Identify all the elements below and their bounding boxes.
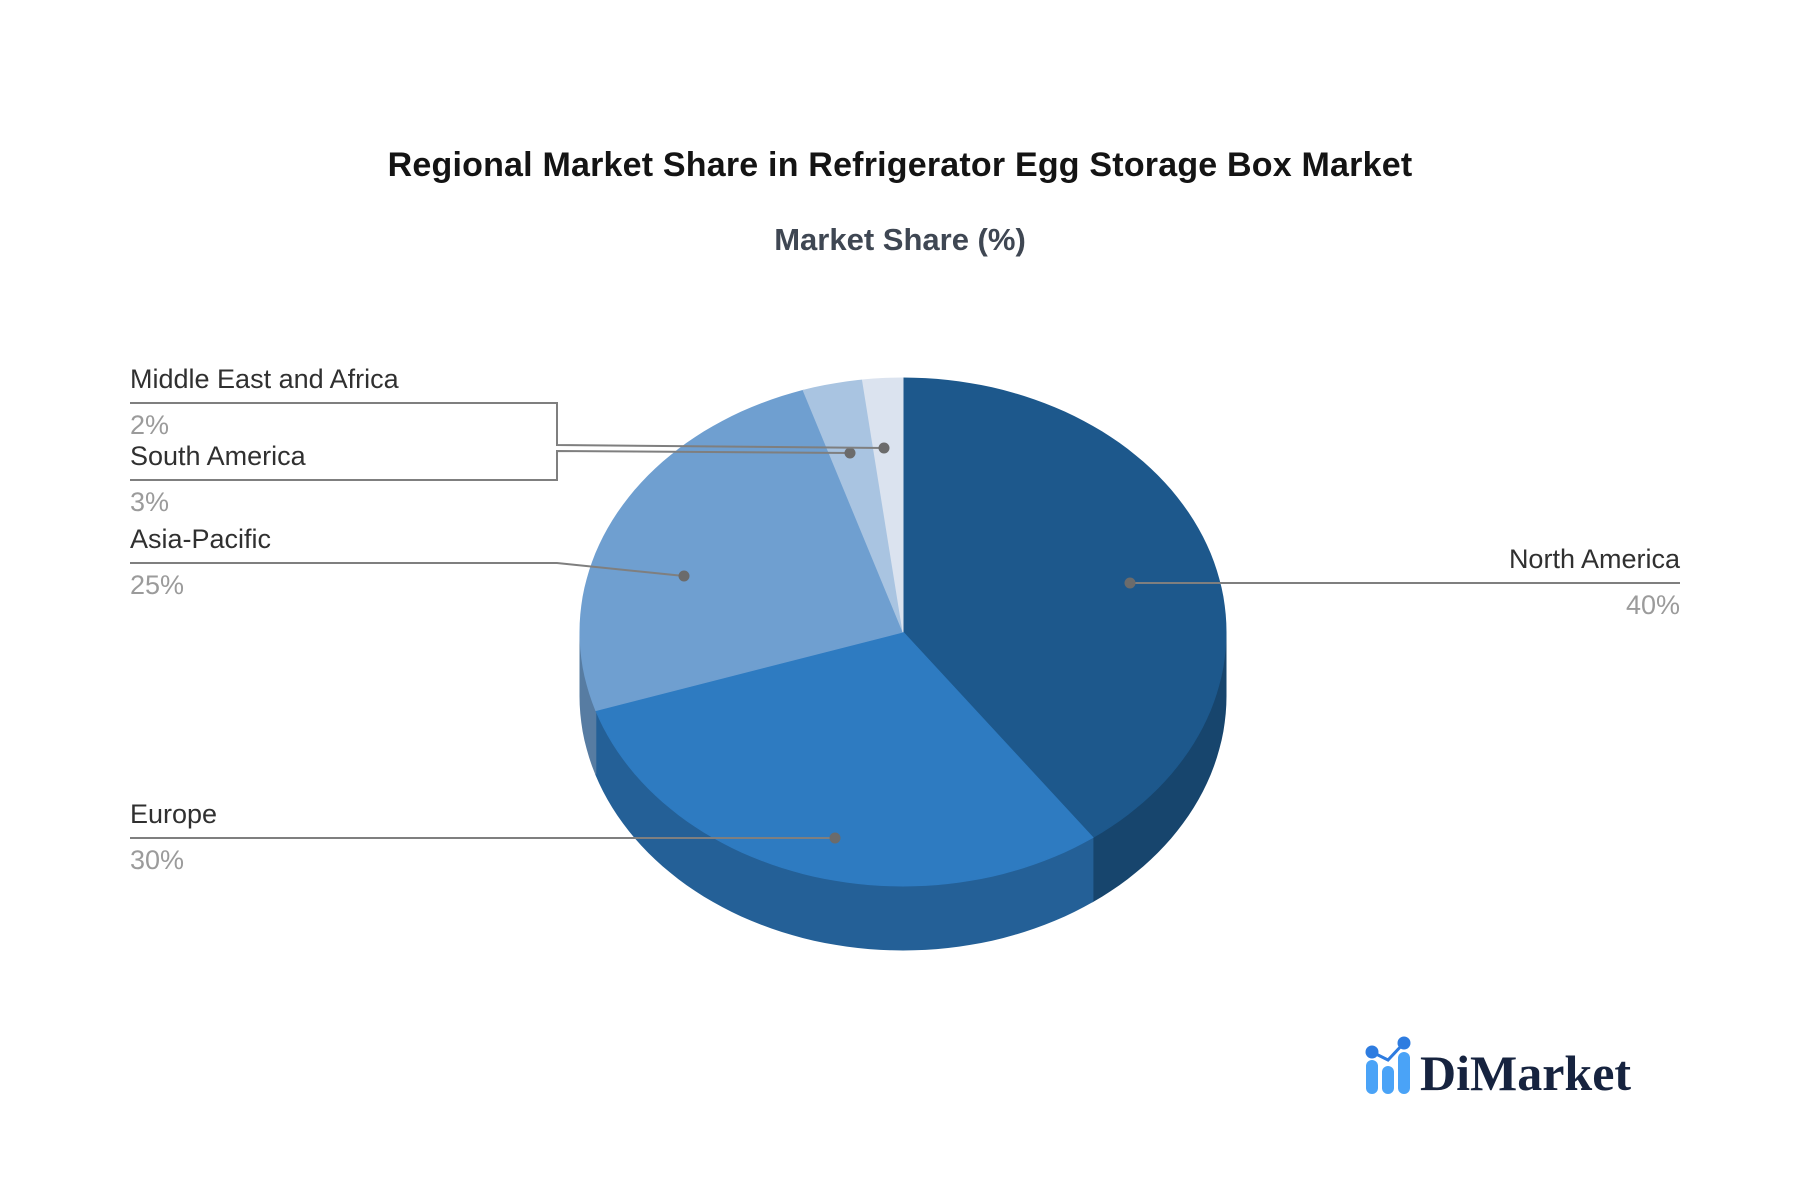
leader-line-asia-pacific: [130, 562, 685, 577]
leader-dot: [1124, 577, 1136, 589]
leader-line-south-america: [130, 449, 851, 481]
callout-label-middle-east-africa: Middle East and Africa: [130, 364, 399, 394]
brand-logo: DiMarket: [1365, 1036, 1631, 1101]
pie-slice-europe: [595, 631, 1094, 887]
pie-slice-south-america: [802, 379, 904, 633]
chart-subtitle: Market Share (%): [774, 222, 1026, 257]
callout-label-south-america: South America: [130, 441, 306, 471]
bar-chart-logo-icon: [1365, 1036, 1411, 1094]
chart-title: Regional Market Share in Refrigerator Eg…: [387, 146, 1413, 184]
callout-label-asia-pacific: Asia-Pacific: [130, 524, 272, 554]
leader-dot: [829, 832, 841, 844]
callout-percent-south-america: 3%: [130, 487, 170, 517]
pie-slice-middle-east-and-africa: [861, 377, 904, 633]
pie-slice-asia-pacific: [579, 389, 904, 712]
leader-line-middle-east-and-africa: [130, 402, 885, 449]
callout-percent-asia-pacific: 25%: [130, 570, 185, 600]
brand-name: DiMarket: [1420, 1045, 1631, 1101]
leader-dot: [844, 447, 856, 459]
callout-label-north-america: North America: [1508, 544, 1680, 574]
pie-slice-north-america: [902, 377, 1227, 839]
callout-percent-middle-east-africa: 2%: [130, 410, 170, 440]
leader-dot: [878, 442, 890, 454]
callout-percent-europe: 30%: [130, 845, 185, 875]
callout-label-europe: Europe: [130, 799, 218, 829]
leader-dot: [678, 570, 690, 582]
callout-percent-north-america: 40%: [1625, 590, 1680, 620]
